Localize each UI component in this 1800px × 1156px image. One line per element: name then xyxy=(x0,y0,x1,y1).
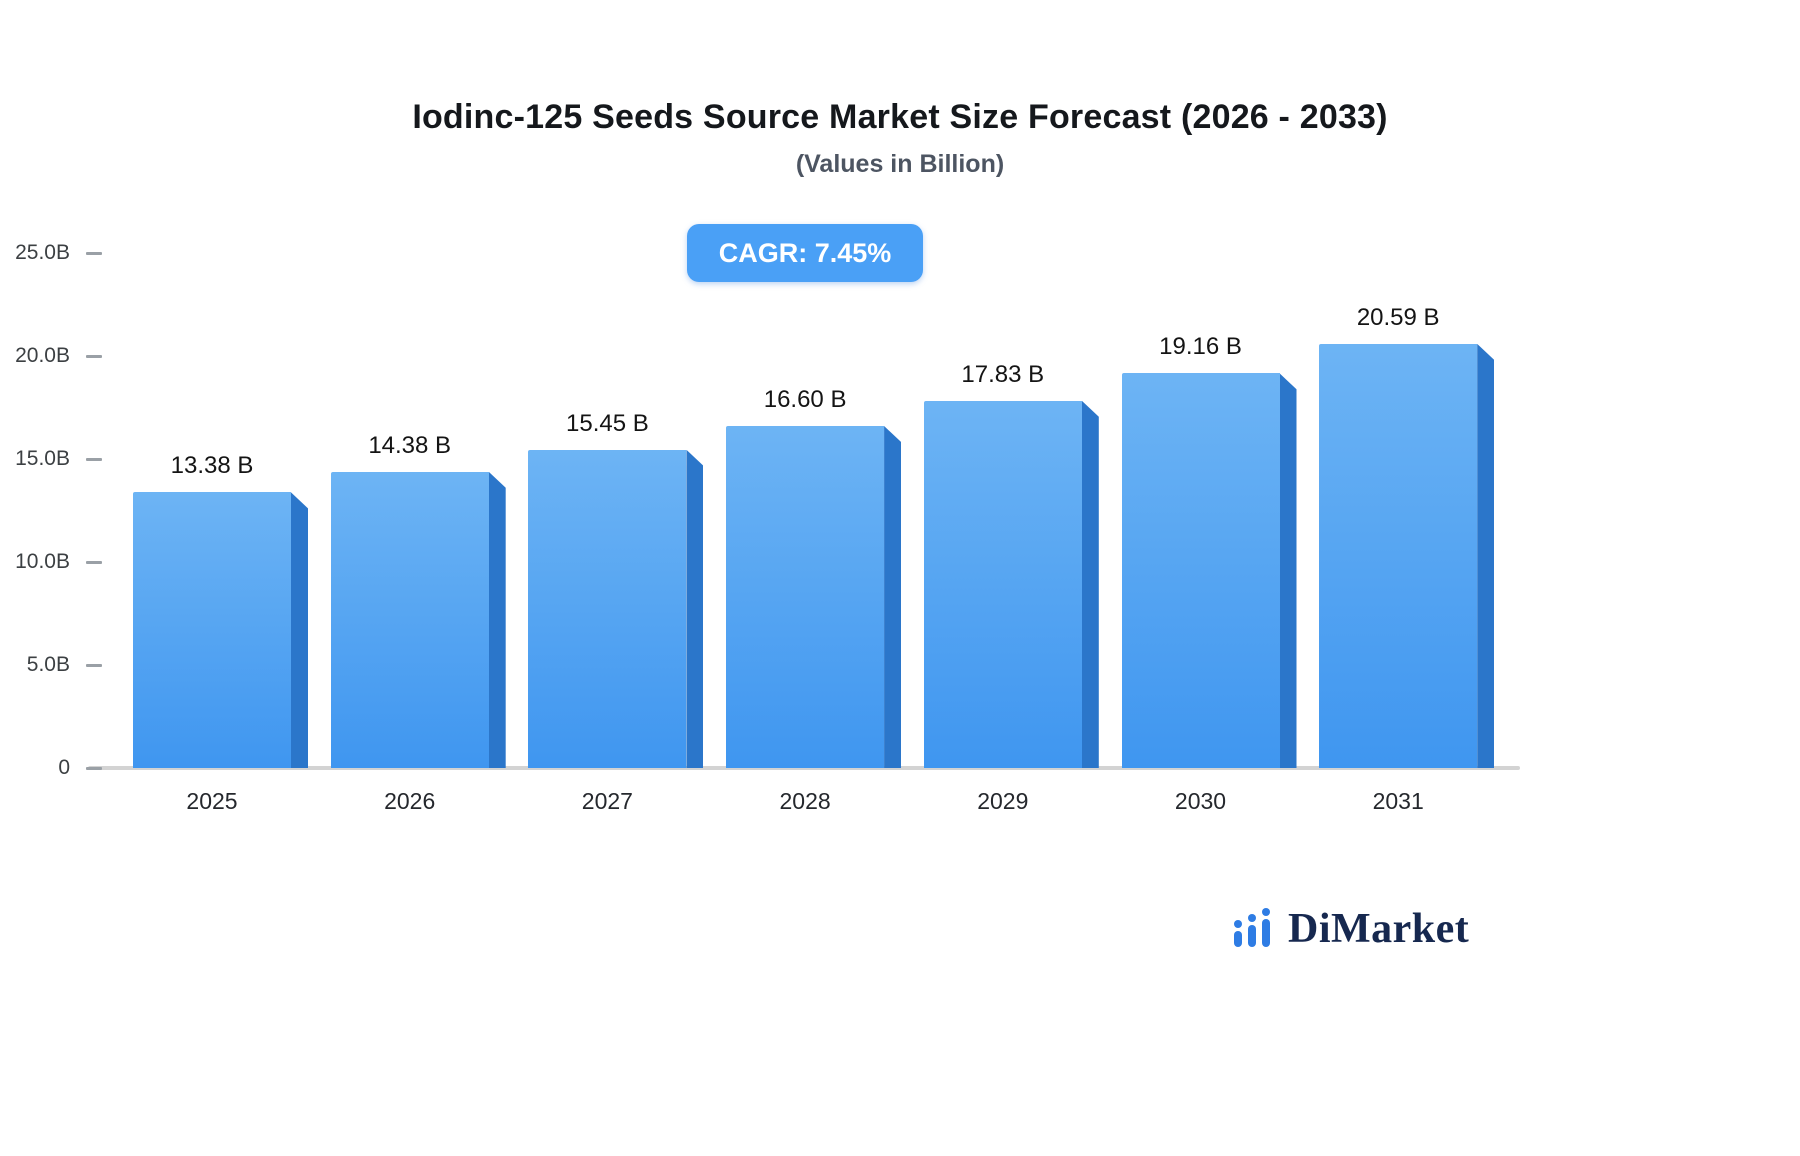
bar-face xyxy=(528,449,687,768)
bar-side-3d xyxy=(1477,343,1495,768)
y-tick-mark xyxy=(86,355,102,358)
y-tick-label: 5.0B xyxy=(26,653,70,676)
y-tick-label: 10.0B xyxy=(15,550,70,573)
y-tick-label: 0 xyxy=(58,756,70,779)
bar-face xyxy=(1319,343,1478,768)
bar xyxy=(528,449,704,768)
bar xyxy=(726,426,902,768)
bar-value-label: 19.16 B xyxy=(1159,333,1242,361)
bar xyxy=(330,471,506,768)
x-tick-label: 2026 xyxy=(384,788,436,814)
y-tick-label: 15.0B xyxy=(15,447,70,470)
y-tick-label: 25.0B xyxy=(15,241,70,264)
x-tick-label: 2025 xyxy=(186,788,238,814)
bar-value-label: 13.38 B xyxy=(170,452,254,480)
bar-side-3d xyxy=(686,449,704,768)
bar-value-label: 17.83 B xyxy=(961,360,1045,388)
x-tick-label: 2030 xyxy=(1174,788,1227,814)
bar xyxy=(923,400,1099,768)
bar-face xyxy=(133,492,291,768)
bar-value-label: 16.60 B xyxy=(763,386,847,414)
bar-face xyxy=(330,471,489,768)
bar-side-3d xyxy=(291,492,308,768)
y-tick-mark xyxy=(86,252,102,255)
y-tick-mark xyxy=(86,664,102,667)
y-tick-mark xyxy=(86,458,102,461)
x-tick-label: 2031 xyxy=(1372,788,1424,814)
y-tick-mark xyxy=(86,561,102,564)
bar xyxy=(1121,373,1297,768)
x-tick-label: 2029 xyxy=(977,788,1029,814)
bar-face xyxy=(923,400,1082,768)
bar-side-3d xyxy=(884,426,902,768)
bar-value-label: 20.59 B xyxy=(1356,303,1440,331)
y-tick-label: 20.0B xyxy=(15,344,70,367)
x-axis-line xyxy=(88,766,1520,770)
cagr-badge-label: CAGR: 7.45% xyxy=(718,237,892,268)
bar-value-label: 15.45 B xyxy=(566,409,649,437)
brand-logo: DiMarket xyxy=(1228,905,1469,953)
bar-side-3d xyxy=(1081,400,1099,768)
bar xyxy=(133,492,308,768)
page-title: Iodinc-125 Seeds Source Market Size Fore… xyxy=(412,98,1388,136)
bar-face xyxy=(1121,373,1280,768)
bar-side-3d xyxy=(488,471,506,768)
x-tick-label: 2027 xyxy=(581,788,633,814)
bar-face xyxy=(726,426,885,768)
page-subtitle: (Values in Billion) xyxy=(795,150,1005,178)
bar-value-label: 14.38 B xyxy=(368,431,452,459)
bar-chart-icon xyxy=(1234,908,1270,947)
bar-side-3d xyxy=(1279,373,1297,768)
y-tick-mark xyxy=(86,767,102,770)
cagr-badge: CAGR: 7.45% xyxy=(687,224,923,282)
brand-name: DiMarket xyxy=(1288,906,1470,952)
bar xyxy=(1319,343,1495,768)
x-tick-label: 2028 xyxy=(779,788,831,814)
